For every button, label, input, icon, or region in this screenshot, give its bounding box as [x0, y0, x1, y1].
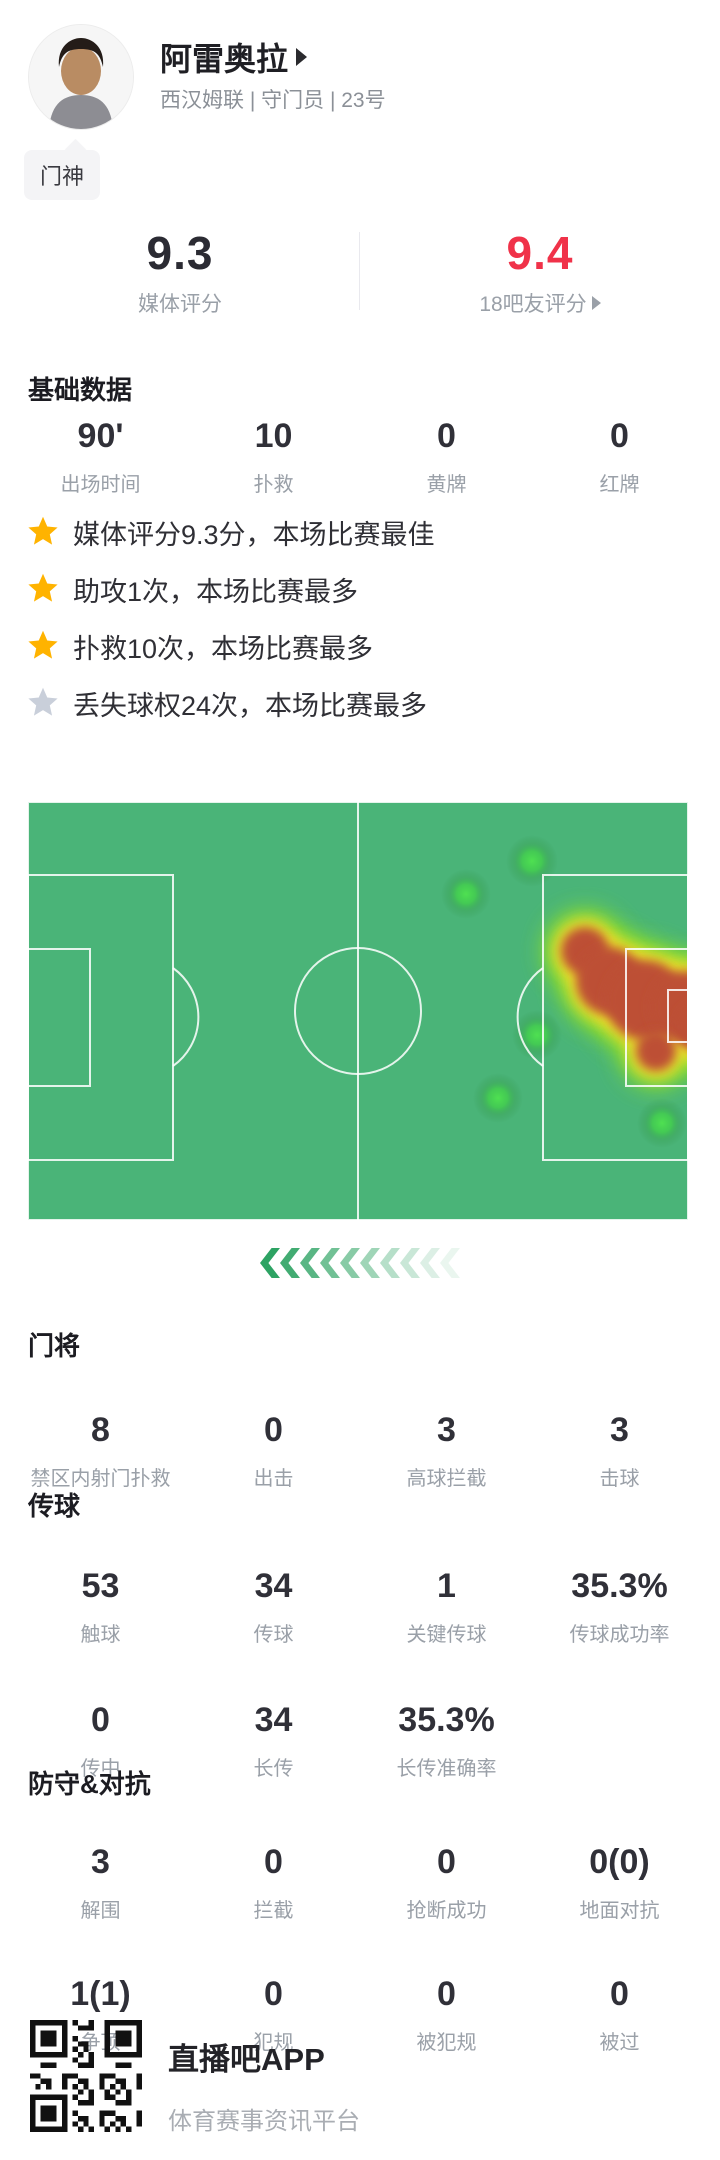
stat-aerial-duels: 1(1) 争顶: [70, 1975, 131, 2054]
stat-empty: [533, 1700, 706, 1781]
stat-runs-out: 0 出击: [253, 1411, 294, 1490]
star-gray-icon: [28, 687, 58, 716]
app-promo-footer: 直播吧APP 体育赛事资讯平台: [30, 2020, 690, 2140]
fans-rating[interactable]: 9.4 18吧友评分: [360, 228, 720, 328]
ratings-block: 9.3 媒体评分 9.4 18吧友评分: [0, 228, 720, 328]
defense-stats-row2: 1(1) 争顶 0 犯规 0 被犯规 0 被过: [0, 1974, 720, 2055]
stat-crosses: 0 传中: [80, 1701, 121, 1780]
avatar-placeholder-image: [29, 25, 133, 129]
chevron-left-icon: [400, 1248, 420, 1278]
media-rating-value: 9.3: [146, 227, 214, 279]
qr-code: [30, 2020, 142, 2132]
highlight-row: 扑救10次，本场比赛最多: [0, 628, 720, 664]
footer-texts: 直播吧APP 体育赛事资讯平台: [168, 2020, 360, 2136]
media-rating: 9.3 媒体评分: [0, 228, 360, 328]
stat-interceptions: 0 拦截: [253, 1843, 294, 1922]
chevron-left-icon: [280, 1248, 300, 1278]
stat-fouls: 0 犯规: [253, 1975, 294, 2054]
stat-yellow-cards: 0 黄牌: [426, 417, 467, 496]
stat-long-balls: 34 长传: [253, 1701, 294, 1780]
stat-touches: 53 触球: [80, 1567, 121, 1646]
stat-key-passes: 1 关键传球: [406, 1567, 487, 1646]
chevron-right-icon: [296, 48, 308, 66]
section-title-basic: 基础数据: [28, 375, 133, 405]
stat-passes: 34 传球: [253, 1567, 294, 1646]
highlights-list: 媒体评分9.3分，本场比赛最佳 助攻1次，本场比赛最多 扑救10次，本场比赛最多…: [0, 514, 720, 721]
fans-rating-label[interactable]: 18吧友评分: [360, 288, 720, 318]
stat-box-saves: 8 禁区内射门扑救: [30, 1411, 171, 1490]
chevron-left-icon: [340, 1248, 360, 1278]
stat-long-ball-accuracy: 35.3% 长传准确率: [396, 1701, 497, 1780]
stat-punches: 3 击球: [599, 1411, 640, 1490]
app-name: 直播吧APP: [168, 2042, 325, 2077]
passing-stats-row1: 53 触球 34 传球 1 关键传球 35.3% 传球成功率: [0, 1566, 720, 1647]
player-name: 阿雷奥拉: [160, 41, 289, 77]
pitch-lines: [12, 801, 689, 1221]
defense-stats-row1: 3 解围 0 拦截 0 抢断成功 0(0) 地面对抗: [0, 1842, 720, 1923]
highlight-row: 丢失球权24次，本场比赛最多: [0, 685, 720, 721]
passing-stats-row2: 0 传中 34 长传 35.3% 长传准确率: [0, 1700, 720, 1781]
section-title-goalkeeper: 门将: [28, 1331, 81, 1361]
app-tagline: 体育赛事资讯平台: [168, 2108, 360, 2135]
ratings-divider: [359, 232, 360, 310]
highlight-text: 丢失球权24次，本场比赛最多: [73, 690, 428, 721]
basic-stats-grid: 90' 出场时间 10 扑救 0 黄牌 0 红牌: [0, 416, 720, 497]
highlight-text: 助攻1次，本场比赛最多: [73, 576, 359, 607]
stat-fouled: 0 被犯规: [416, 1975, 477, 2054]
stat-red-cards: 0 红牌: [599, 417, 640, 496]
pitch-heatmap: [12, 801, 689, 1221]
highlight-text: 扑救10次，本场比赛最多: [73, 633, 374, 664]
player-team-position: 西汉姆联 | 守门员 | 23号: [160, 89, 386, 112]
chevron-left-icon: [420, 1248, 440, 1278]
stat-dribbled-past: 0 被过: [599, 1975, 640, 2054]
highlight-row: 助攻1次，本场比赛最多: [0, 571, 720, 607]
stat-tackles-won: 0 抢断成功: [406, 1843, 487, 1922]
star-icon: [28, 573, 58, 602]
chevron-left-icon: [440, 1248, 460, 1278]
star-icon: [28, 630, 58, 659]
goalkeeper-stats-grid: 8 禁区内射门扑救 0 出击 3 高球拦截 3 击球: [0, 1410, 720, 1491]
stat-ground-duels: 0(0) 地面对抗: [579, 1843, 660, 1922]
section-title-passing: 传球: [28, 1491, 81, 1521]
player-avatar: [28, 24, 134, 130]
section-title-defense: 防守&对抗: [28, 1769, 151, 1799]
highlight-text: 媒体评分9.3分，本场比赛最佳: [73, 519, 435, 550]
attack-direction-arrows: [0, 1248, 720, 1278]
chevron-left-icon: [320, 1248, 340, 1278]
stat-high-claims: 3 高球拦截: [406, 1411, 487, 1490]
chevron-left-icon: [380, 1248, 400, 1278]
stat-pass-accuracy: 35.3% 传球成功率: [569, 1567, 670, 1646]
media-rating-label: 媒体评分: [138, 293, 222, 316]
stat-clearances: 3 解围: [80, 1843, 121, 1922]
chevron-left-icon: [300, 1248, 320, 1278]
highlight-row: 媒体评分9.3分，本场比赛最佳: [0, 514, 720, 550]
fans-rating-value: 9.4: [506, 227, 574, 279]
player-name-link[interactable]: 阿雷奥拉: [160, 34, 308, 80]
chevron-left-icon: [260, 1248, 280, 1278]
player-tag-badge: 门神: [24, 150, 101, 200]
stat-minutes: 90' 出场时间: [60, 417, 141, 496]
chevron-right-icon: [591, 296, 601, 310]
star-icon: [28, 516, 58, 545]
stat-saves: 10 扑救: [253, 417, 294, 496]
chevron-left-icon: [360, 1248, 380, 1278]
